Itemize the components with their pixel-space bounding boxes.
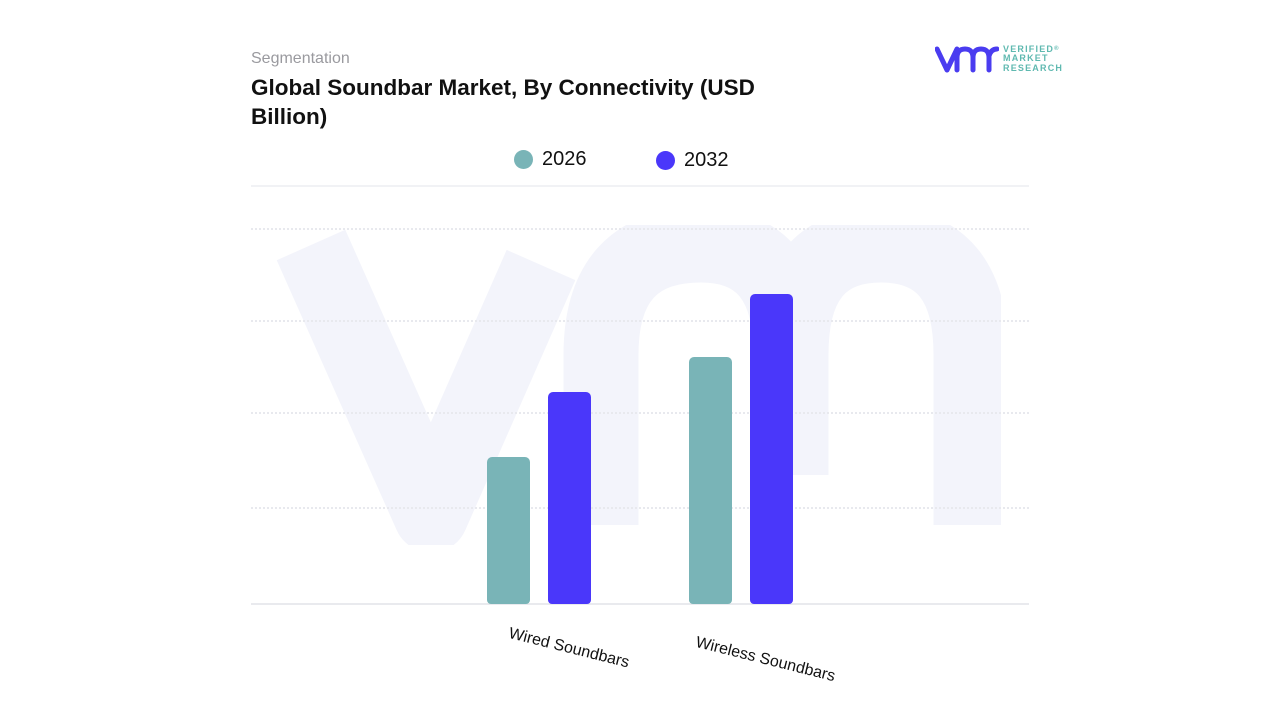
bar-wireless-2026[interactable] [689,357,732,604]
plot-top-border [251,185,1029,187]
vmr-logo: VERIFIED® MARKET RESEARCH [935,44,1063,74]
segmentation-label: Segmentation [251,50,350,67]
bar-wired-2032[interactable] [548,392,591,604]
x-label-wireless-soundbars: Wireless Soundbars [693,634,837,686]
chart-legend: 2026 2032 [0,148,1280,176]
legend-dot-2026-icon [514,150,533,169]
gridline [251,320,1029,322]
bar-wireless-2032[interactable] [750,294,793,604]
x-label-wired-soundbars: Wired Soundbars [506,625,631,672]
chart-title: Global Soundbar Market, By Connectivity … [251,75,755,129]
plot-area [251,185,1029,605]
legend-dot-2032-icon [656,151,675,170]
bar-wired-2026[interactable] [487,457,530,604]
vmr-logo-text: VERIFIED® MARKET RESEARCH [1003,43,1064,73]
vmr-watermark-icon [276,225,1001,545]
x-axis-baseline [251,603,1029,605]
gridline [251,412,1029,414]
gridline [251,507,1029,509]
legend-item-2026: 2026 [514,148,587,171]
legend-item-2032: 2032 [656,149,729,172]
gridline [251,228,1029,230]
vmr-logo-icon [935,46,999,73]
